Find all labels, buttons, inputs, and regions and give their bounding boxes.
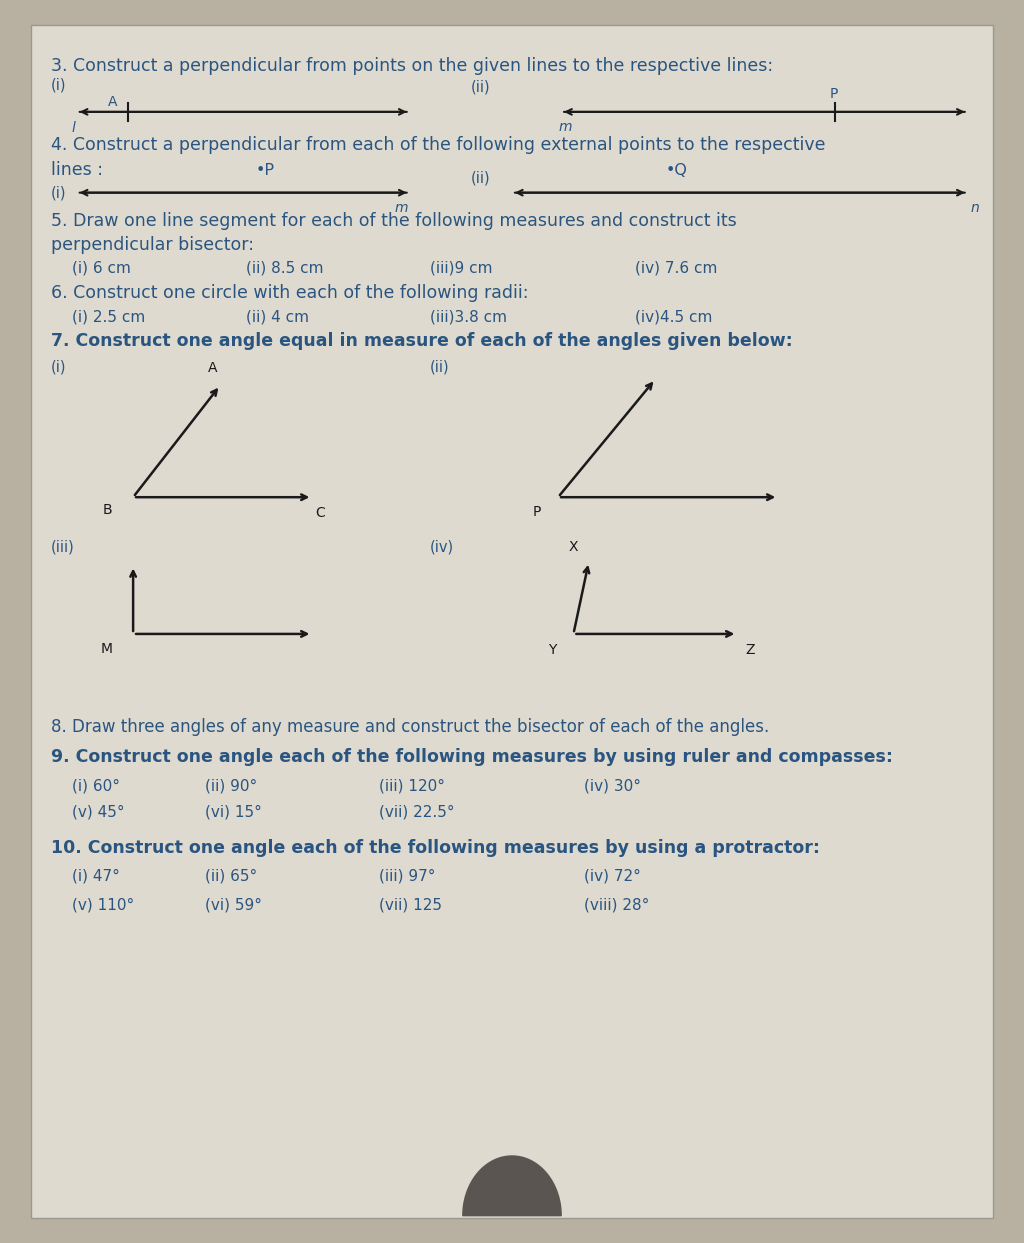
Text: Y: Y [548, 643, 556, 658]
Text: •P: •P [256, 163, 275, 178]
Text: m: m [558, 119, 571, 134]
Text: (vi) 15°: (vi) 15° [205, 804, 262, 819]
Text: (i) 47°: (i) 47° [72, 869, 120, 884]
Text: (i) 2.5 cm: (i) 2.5 cm [72, 310, 145, 324]
Text: 4. Construct a perpendicular from each of the following external points to the r: 4. Construct a perpendicular from each o… [51, 137, 825, 154]
Text: (iv)4.5 cm: (iv)4.5 cm [635, 310, 713, 324]
Text: (ii): (ii) [471, 80, 490, 94]
Text: M: M [100, 641, 113, 656]
Text: (vi) 59°: (vi) 59° [205, 897, 262, 912]
Text: Z: Z [745, 643, 755, 658]
Text: (iv) 30°: (iv) 30° [584, 778, 641, 793]
Text: m: m [394, 200, 408, 215]
Text: (ii): (ii) [430, 359, 450, 374]
Text: (i) 60°: (i) 60° [72, 778, 120, 793]
Text: X: X [568, 539, 578, 554]
Text: (vii) 22.5°: (vii) 22.5° [379, 804, 455, 819]
Text: (iv): (iv) [430, 539, 455, 554]
Text: (iii)9 cm: (iii)9 cm [430, 261, 493, 276]
Text: •Q: •Q [666, 163, 687, 178]
Text: (ii): (ii) [471, 170, 490, 185]
Text: P: P [532, 505, 541, 520]
Text: 7. Construct one angle equal in measure of each of the angles given below:: 7. Construct one angle equal in measure … [51, 332, 793, 349]
Text: (iv) 7.6 cm: (iv) 7.6 cm [635, 261, 717, 276]
Text: (v) 110°: (v) 110° [72, 897, 134, 912]
Text: 6. Construct one circle with each of the following radii:: 6. Construct one circle with each of the… [51, 285, 528, 302]
Text: lines :: lines : [51, 162, 103, 179]
Text: perpendicular bisector:: perpendicular bisector: [51, 236, 254, 254]
Text: C: C [315, 506, 326, 521]
Text: (iv) 72°: (iv) 72° [584, 869, 641, 884]
Text: (ii) 8.5 cm: (ii) 8.5 cm [246, 261, 324, 276]
Text: 10. Construct one angle each of the following measures by using a protractor:: 10. Construct one angle each of the foll… [51, 839, 820, 856]
Text: (iii)3.8 cm: (iii)3.8 cm [430, 310, 507, 324]
Text: (iii): (iii) [51, 539, 75, 554]
Text: A: A [108, 94, 117, 109]
Text: (i): (i) [51, 359, 67, 374]
Text: (i): (i) [51, 77, 67, 92]
Text: (vii) 125: (vii) 125 [379, 897, 442, 912]
Text: (iii) 120°: (iii) 120° [379, 778, 444, 793]
Text: 5. Draw one line segment for each of the following measures and construct its: 5. Draw one line segment for each of the… [51, 213, 737, 230]
Text: (viii) 28°: (viii) 28° [584, 897, 649, 912]
Text: l: l [72, 121, 76, 135]
Text: n: n [971, 200, 980, 215]
Text: (ii) 90°: (ii) 90° [205, 778, 257, 793]
Text: 9. Construct one angle each of the following measures by using ruler and compass: 9. Construct one angle each of the follo… [51, 748, 893, 766]
Text: B: B [102, 502, 112, 517]
Polygon shape [463, 1156, 561, 1216]
Text: A: A [208, 360, 217, 375]
Text: P: P [829, 87, 838, 102]
FancyBboxPatch shape [31, 25, 993, 1218]
Text: (iii) 97°: (iii) 97° [379, 869, 435, 884]
Text: (i) 6 cm: (i) 6 cm [72, 261, 130, 276]
Text: (v) 45°: (v) 45° [72, 804, 124, 819]
Text: (ii) 65°: (ii) 65° [205, 869, 257, 884]
Text: (i): (i) [51, 185, 67, 200]
Text: (ii) 4 cm: (ii) 4 cm [246, 310, 309, 324]
Text: 8. Draw three angles of any measure and construct the bisector of each of the an: 8. Draw three angles of any measure and … [51, 718, 769, 736]
Text: 3. Construct a perpendicular from points on the given lines to the respective li: 3. Construct a perpendicular from points… [51, 57, 773, 75]
